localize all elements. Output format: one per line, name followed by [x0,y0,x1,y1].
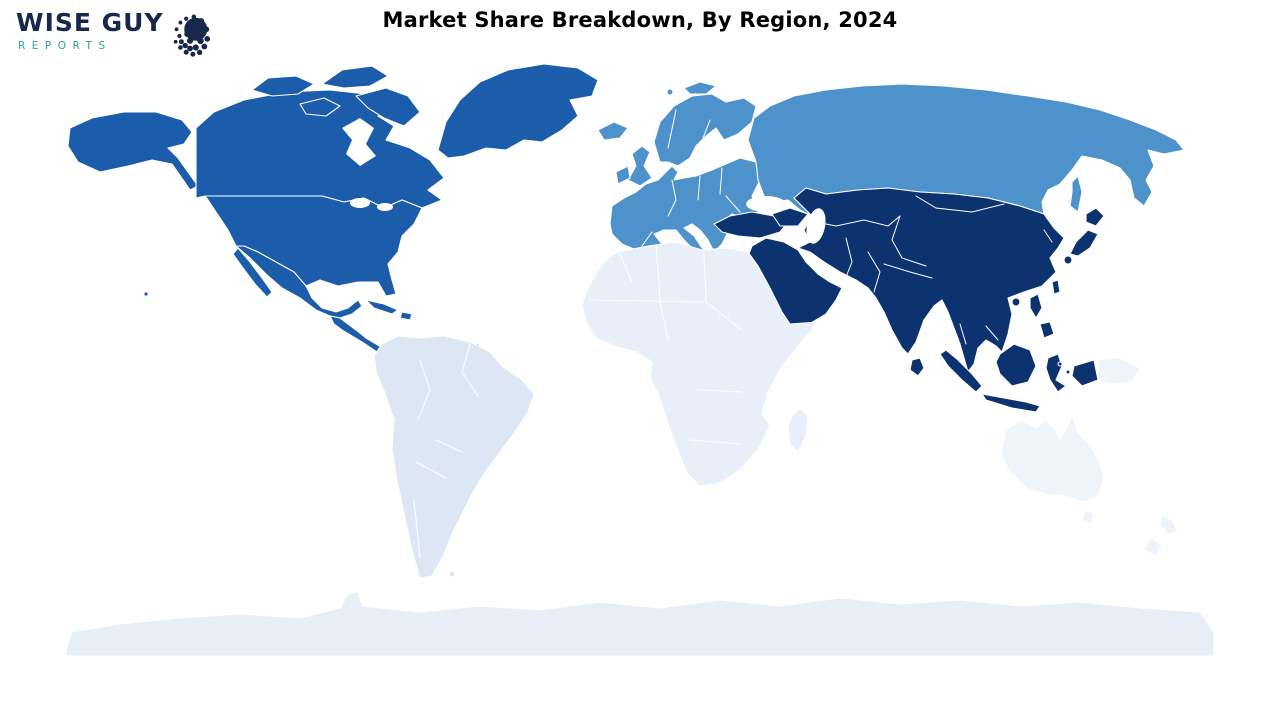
arctic-island [321,65,389,89]
west-new-guinea [1071,359,1099,387]
madagascar [787,407,809,453]
logo-wordmark: WISE GUY [16,8,164,37]
alaska [67,111,199,191]
brand-logo: WISE GUY REPORTS [16,10,213,62]
taiwan [1051,279,1061,295]
philippines-mindanao [1039,321,1055,339]
logo-subtext: REPORTS [18,40,112,52]
page-title: Market Share Breakdown, By Region, 2024 [382,8,898,32]
hawaii [143,291,149,297]
greenland [437,63,599,159]
sulawesi [1045,353,1067,393]
hispaniola [399,311,413,321]
arctic-island [251,75,315,97]
java [981,393,1041,413]
ireland [615,165,631,185]
region-oceania [1001,357,1179,557]
great-lakes [350,198,370,208]
philippines-luzon [1029,293,1043,319]
region-antarctica [65,591,1215,657]
mexico [235,245,363,319]
new-zealand-south [1143,537,1163,557]
japan-honshu [1069,229,1099,257]
brand-logo-text: WISE GUY REPORTS [16,10,164,52]
hainan [1011,297,1021,307]
logo-head-dots-icon [173,14,210,57]
tasmania [1081,511,1095,525]
east-new-guinea [1097,357,1141,385]
south-america-mainland [373,335,535,579]
baltic-sea [685,152,715,172]
caucasus [771,207,809,227]
moluccas-islet [1065,369,1071,375]
sumatra [939,349,983,393]
svalbard-islet [666,88,674,96]
antarctica-mainland [65,591,1215,657]
baffin-island [355,87,421,127]
country-borders [195,109,1053,559]
region-asia [463,187,1105,413]
border-lines [195,109,1053,559]
great-britain [627,145,653,187]
australia [1001,413,1105,503]
asia-mainland [793,187,1065,373]
japan-kyushu [1063,255,1073,265]
moluccas-islet [1057,361,1063,367]
hudson-bay [342,118,376,166]
region-north-america [67,63,599,358]
falkland-islands [448,570,456,578]
africa-mainland [581,241,819,487]
new-zealand-north [1159,513,1179,535]
borneo [995,343,1037,387]
region-south-america [373,335,535,579]
region-europe-russia [597,81,1185,261]
svalbard [683,81,717,95]
caspian-sea [806,208,826,244]
japan-hokkaido [1085,207,1105,227]
scandinavia [653,93,757,167]
sakhalin [1069,175,1083,213]
cuba [365,299,399,315]
iceland [597,121,629,141]
region-africa [581,241,819,487]
seas [342,118,826,244]
victoria-island [299,97,341,117]
black-sea [746,196,786,212]
baja-california [232,247,273,298]
sri-lanka [909,357,925,377]
great-lakes [377,203,393,211]
turkey [713,211,789,239]
